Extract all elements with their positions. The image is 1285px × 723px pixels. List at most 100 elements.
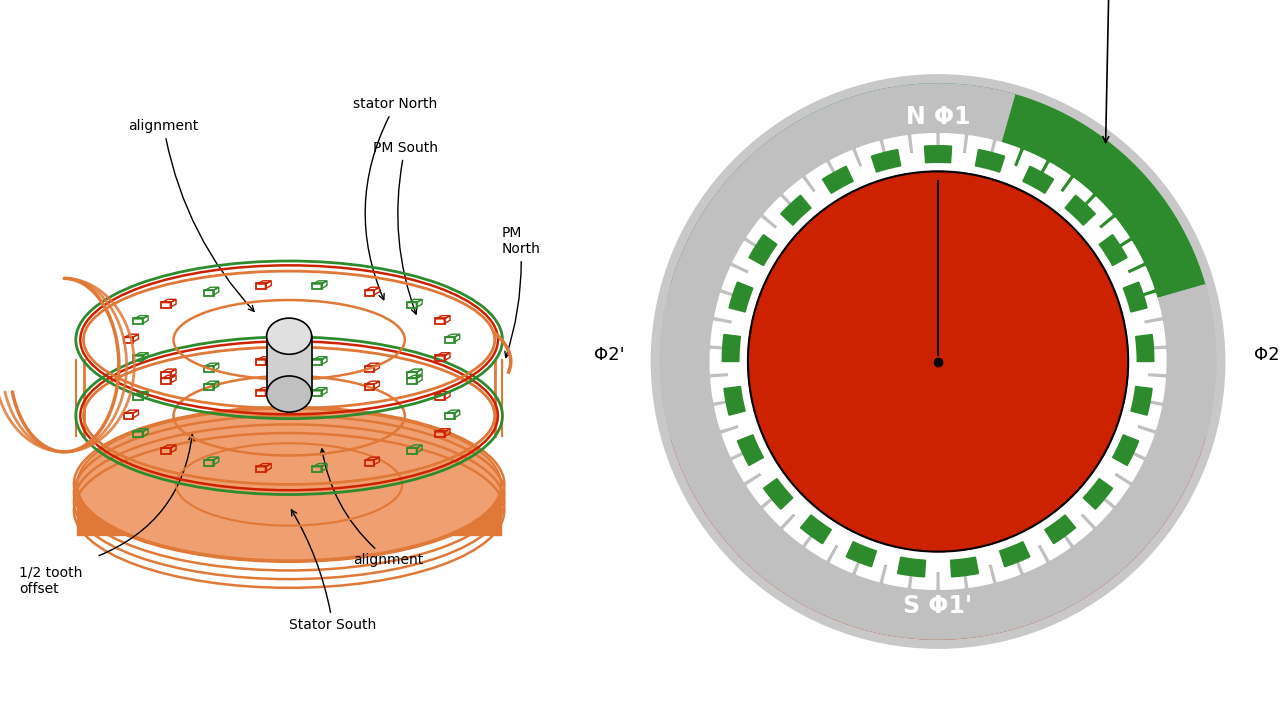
- Wedge shape: [1018, 547, 1046, 573]
- Wedge shape: [1083, 479, 1113, 509]
- Polygon shape: [77, 484, 501, 535]
- Wedge shape: [941, 570, 964, 589]
- Wedge shape: [1117, 241, 1144, 270]
- Wedge shape: [722, 267, 748, 294]
- Wedge shape: [723, 387, 745, 415]
- Wedge shape: [847, 542, 876, 567]
- Wedge shape: [722, 429, 748, 456]
- Wedge shape: [1099, 235, 1127, 265]
- Wedge shape: [671, 84, 1205, 303]
- Wedge shape: [765, 197, 793, 226]
- Wedge shape: [765, 497, 793, 526]
- Text: Φ2: Φ2: [1254, 346, 1280, 364]
- Wedge shape: [1083, 197, 1112, 226]
- Wedge shape: [992, 557, 1020, 581]
- Text: 1/2 tooth
offset: 1/2 tooth offset: [19, 565, 82, 596]
- Wedge shape: [871, 150, 901, 172]
- Wedge shape: [806, 163, 835, 191]
- Wedge shape: [738, 435, 763, 466]
- Wedge shape: [898, 557, 925, 577]
- Text: Φ2': Φ2': [594, 346, 625, 364]
- Wedge shape: [801, 515, 831, 544]
- Wedge shape: [1101, 476, 1130, 505]
- Wedge shape: [1117, 453, 1144, 482]
- Wedge shape: [1148, 350, 1165, 373]
- Wedge shape: [1063, 179, 1092, 207]
- Wedge shape: [729, 282, 753, 312]
- Wedge shape: [763, 479, 793, 509]
- Wedge shape: [806, 532, 835, 560]
- Wedge shape: [822, 166, 853, 193]
- Wedge shape: [1141, 285, 1216, 438]
- Wedge shape: [1041, 163, 1070, 191]
- Wedge shape: [856, 142, 884, 166]
- Wedge shape: [714, 403, 738, 429]
- Text: PM South: PM South: [373, 141, 438, 314]
- Text: PM
North: PM North: [501, 226, 540, 357]
- Text: N Φ1: N Φ1: [906, 105, 970, 129]
- Wedge shape: [784, 516, 813, 544]
- Wedge shape: [884, 565, 910, 587]
- FancyBboxPatch shape: [267, 336, 312, 394]
- Wedge shape: [1128, 429, 1154, 456]
- Wedge shape: [732, 453, 759, 482]
- Wedge shape: [660, 84, 1216, 639]
- Wedge shape: [660, 285, 735, 438]
- Wedge shape: [1145, 321, 1165, 346]
- Wedge shape: [941, 134, 964, 153]
- Text: S Φ1': S Φ1': [903, 594, 973, 618]
- Wedge shape: [784, 179, 813, 207]
- Wedge shape: [1083, 497, 1112, 526]
- Wedge shape: [1131, 387, 1153, 415]
- Wedge shape: [924, 146, 952, 163]
- Ellipse shape: [267, 376, 312, 412]
- Wedge shape: [1045, 515, 1076, 544]
- Wedge shape: [1063, 516, 1092, 544]
- Wedge shape: [1101, 218, 1130, 247]
- Wedge shape: [747, 218, 775, 247]
- Wedge shape: [711, 321, 731, 346]
- Wedge shape: [912, 570, 935, 589]
- Wedge shape: [747, 476, 775, 505]
- Wedge shape: [1041, 532, 1070, 560]
- Ellipse shape: [77, 408, 501, 560]
- Wedge shape: [711, 377, 731, 402]
- Wedge shape: [1113, 435, 1139, 466]
- Wedge shape: [714, 294, 738, 320]
- Wedge shape: [966, 136, 992, 158]
- Wedge shape: [1065, 195, 1095, 225]
- Text: alignment: alignment: [128, 119, 254, 312]
- Wedge shape: [1000, 542, 1029, 567]
- Text: 1/4 tooth offset: 1/4 tooth offset: [1052, 0, 1165, 142]
- Wedge shape: [1145, 377, 1165, 402]
- Wedge shape: [1128, 267, 1154, 294]
- Wedge shape: [830, 547, 858, 573]
- Wedge shape: [912, 134, 935, 153]
- Wedge shape: [1023, 166, 1054, 193]
- Wedge shape: [951, 557, 978, 577]
- Circle shape: [729, 152, 1148, 571]
- Wedge shape: [1139, 403, 1162, 429]
- Text: alignment: alignment: [320, 449, 424, 567]
- Wedge shape: [856, 557, 884, 581]
- Wedge shape: [1136, 335, 1154, 362]
- Wedge shape: [966, 565, 992, 587]
- Text: stator North: stator North: [353, 98, 438, 300]
- Wedge shape: [671, 420, 1205, 639]
- Wedge shape: [1123, 282, 1148, 312]
- Wedge shape: [722, 335, 740, 362]
- Wedge shape: [749, 235, 777, 265]
- Ellipse shape: [267, 318, 312, 354]
- Wedge shape: [732, 241, 759, 270]
- Wedge shape: [992, 142, 1020, 166]
- Wedge shape: [781, 195, 811, 225]
- Wedge shape: [1018, 150, 1046, 176]
- Circle shape: [748, 171, 1128, 552]
- Circle shape: [651, 74, 1225, 649]
- Text: Stator South: Stator South: [289, 510, 377, 632]
- Wedge shape: [830, 150, 858, 176]
- Wedge shape: [1139, 294, 1162, 320]
- Wedge shape: [711, 350, 729, 373]
- Wedge shape: [884, 136, 910, 158]
- Wedge shape: [975, 150, 1005, 172]
